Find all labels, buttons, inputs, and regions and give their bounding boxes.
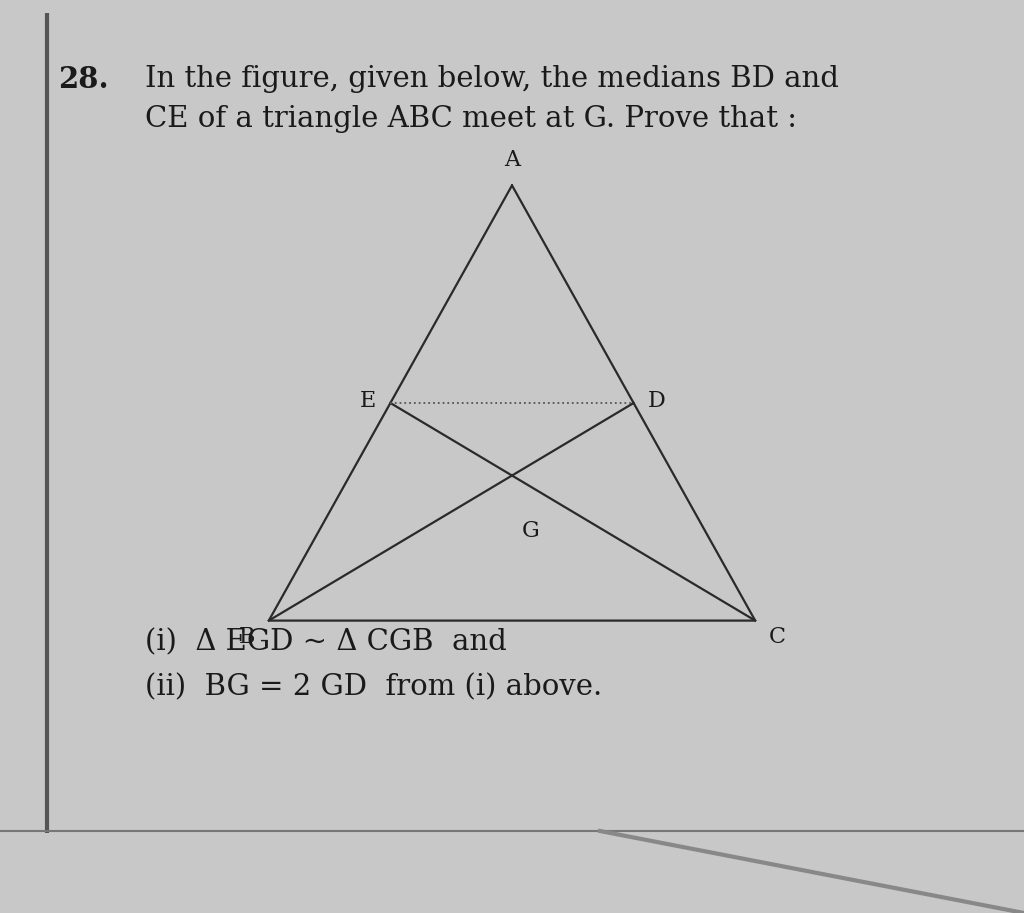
- Text: E: E: [360, 390, 377, 412]
- Text: 28.: 28.: [58, 65, 109, 94]
- Text: G: G: [522, 519, 540, 541]
- Text: CE of a triangle ABC meet at G. Prove that :: CE of a triangle ABC meet at G. Prove th…: [145, 105, 797, 133]
- Text: A: A: [504, 150, 520, 172]
- Text: D: D: [647, 390, 666, 412]
- Text: (i)  Δ EGD ~ Δ CGB  and: (i) Δ EGD ~ Δ CGB and: [145, 628, 507, 656]
- Text: B: B: [239, 625, 255, 647]
- Text: In the figure, given below, the medians BD and: In the figure, given below, the medians …: [145, 65, 839, 93]
- Text: (ii)  BG = 2 GD  from (i) above.: (ii) BG = 2 GD from (i) above.: [145, 673, 602, 701]
- Text: C: C: [769, 625, 786, 647]
